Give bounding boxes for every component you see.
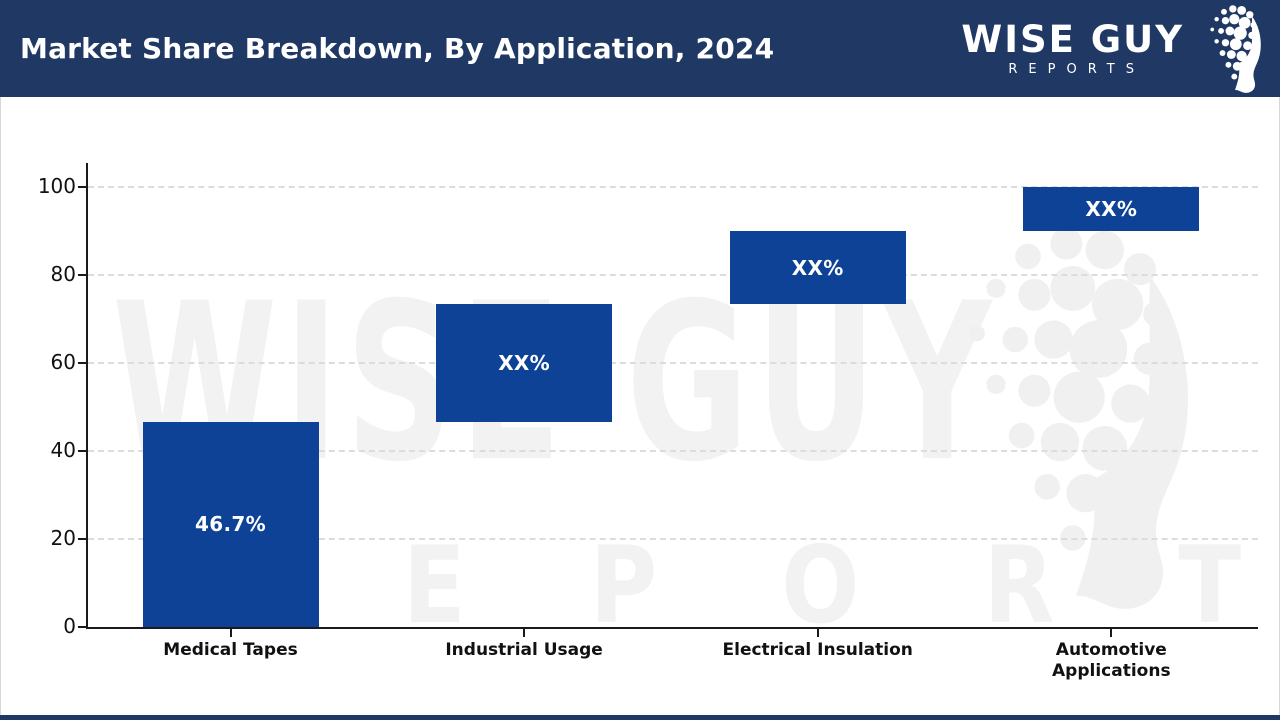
page-title: Market Share Breakdown, By Application, … bbox=[20, 32, 775, 65]
gridline-80 bbox=[88, 274, 1258, 276]
y-axis-spine bbox=[86, 163, 88, 629]
category-label: Automotive Applications bbox=[1052, 640, 1171, 681]
x-axis-spine bbox=[86, 627, 1258, 629]
y-tick-label: 20 bbox=[50, 526, 76, 550]
x-tick-3 bbox=[1110, 629, 1113, 637]
y-tick-label: 40 bbox=[50, 438, 76, 462]
x-tick-2 bbox=[816, 629, 819, 637]
y-tick-label: 60 bbox=[50, 350, 76, 374]
category-label: Medical Tapes bbox=[163, 640, 298, 660]
gridline-60 bbox=[88, 362, 1258, 364]
y-tick-label: 100 bbox=[37, 174, 76, 198]
y-tick-40 bbox=[78, 450, 87, 452]
category-label: Electrical Insulation bbox=[722, 640, 913, 660]
bar-medical-tapes: 46.7% bbox=[142, 421, 319, 627]
gridline-20 bbox=[88, 538, 1258, 540]
x-tick-1 bbox=[523, 629, 526, 637]
y-tick-label: 80 bbox=[50, 262, 76, 286]
wiseguy-logo-text: WISE GUY REPORTS bbox=[961, 21, 1184, 76]
bar-value-label: XX% bbox=[1085, 197, 1138, 221]
x-tick-0 bbox=[229, 629, 232, 637]
y-tick-100 bbox=[78, 186, 87, 188]
footer-bar bbox=[0, 715, 1280, 720]
category-label: Industrial Usage bbox=[445, 640, 603, 660]
bar-electrical-insulation: XX% bbox=[729, 231, 906, 305]
wiseguy-head-icon bbox=[1186, 3, 1262, 95]
y-tick-80 bbox=[78, 274, 87, 276]
y-tick-20 bbox=[78, 538, 87, 540]
bar-automotive-applications: XX% bbox=[1023, 187, 1200, 231]
bar-value-label: XX% bbox=[498, 350, 550, 375]
logo-reports-label: REPORTS bbox=[1008, 62, 1145, 77]
gridline-100 bbox=[88, 186, 1258, 188]
y-tick-label: 0 bbox=[63, 614, 76, 638]
bar-value-label: XX% bbox=[791, 255, 844, 280]
logo-wiseguy-label: WISE GUY bbox=[961, 18, 1184, 61]
bar-value-label: 46.7% bbox=[195, 512, 266, 537]
bar-industrial-usage: XX% bbox=[436, 304, 613, 422]
wiseguy-logo: WISE GUY REPORTS bbox=[961, 3, 1266, 95]
header-bar: Market Share Breakdown, By Application, … bbox=[0, 0, 1280, 97]
gridline-40 bbox=[88, 450, 1258, 452]
y-tick-0 bbox=[78, 626, 87, 628]
y-tick-60 bbox=[78, 362, 87, 364]
